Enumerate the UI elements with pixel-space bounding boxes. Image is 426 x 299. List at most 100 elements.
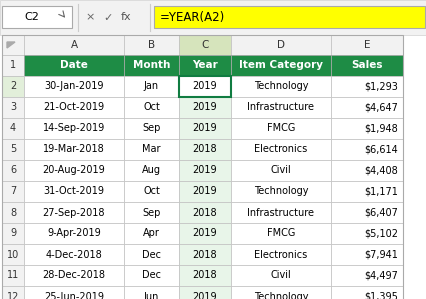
- Text: 14-Sep-2019: 14-Sep-2019: [43, 123, 105, 133]
- Text: 21-Oct-2019: 21-Oct-2019: [43, 103, 104, 112]
- Bar: [230, 35, 330, 55]
- Text: 2019: 2019: [192, 187, 217, 196]
- Text: FMCG: FMCG: [266, 123, 294, 133]
- Text: $4,497: $4,497: [363, 271, 397, 280]
- Text: 31-Oct-2019: 31-Oct-2019: [43, 187, 104, 196]
- Bar: [2, 244, 24, 265]
- Bar: [124, 286, 178, 299]
- Bar: [330, 244, 402, 265]
- Text: 9: 9: [10, 228, 16, 239]
- Bar: [2, 76, 24, 97]
- Bar: [24, 244, 124, 265]
- Text: Jun: Jun: [144, 292, 159, 299]
- Bar: [230, 97, 330, 118]
- Text: 5: 5: [10, 144, 16, 155]
- Bar: [24, 181, 124, 202]
- Text: Year: Year: [192, 60, 217, 71]
- Text: E: E: [363, 40, 369, 50]
- Bar: [230, 223, 330, 244]
- Bar: [330, 160, 402, 181]
- Text: B: B: [147, 40, 155, 50]
- Bar: [24, 55, 124, 76]
- Text: Apr: Apr: [143, 228, 160, 239]
- Text: D: D: [276, 40, 284, 50]
- Text: 2019: 2019: [192, 292, 217, 299]
- Bar: [230, 160, 330, 181]
- Bar: [124, 265, 178, 286]
- Polygon shape: [7, 42, 15, 48]
- Bar: [178, 265, 230, 286]
- Bar: [24, 97, 124, 118]
- Text: 2018: 2018: [192, 249, 217, 260]
- Text: 7: 7: [10, 187, 16, 196]
- Text: 2019: 2019: [192, 103, 217, 112]
- Text: =YEAR(A2): =YEAR(A2): [160, 10, 225, 24]
- Bar: [230, 265, 330, 286]
- Bar: [330, 35, 402, 55]
- Bar: [178, 76, 230, 97]
- Bar: [178, 286, 230, 299]
- Bar: [2, 286, 24, 299]
- Bar: [330, 265, 402, 286]
- Bar: [178, 139, 230, 160]
- Bar: [24, 286, 124, 299]
- Bar: [2, 6, 72, 28]
- Bar: [24, 35, 124, 55]
- Bar: [24, 223, 124, 244]
- Bar: [24, 139, 124, 160]
- Text: Jan: Jan: [144, 82, 159, 91]
- Bar: [330, 223, 402, 244]
- Bar: [24, 160, 124, 181]
- Text: $4,647: $4,647: [363, 103, 397, 112]
- Bar: [178, 202, 230, 223]
- Text: A: A: [70, 40, 78, 50]
- Bar: [330, 181, 402, 202]
- Text: Mar: Mar: [142, 144, 160, 155]
- Bar: [2, 160, 24, 181]
- Bar: [2, 202, 24, 223]
- Bar: [230, 76, 330, 97]
- Text: 25-Jun-2019: 25-Jun-2019: [44, 292, 104, 299]
- Text: 2: 2: [10, 82, 16, 91]
- Text: $1,948: $1,948: [363, 123, 397, 133]
- Bar: [124, 202, 178, 223]
- Bar: [154, 6, 424, 28]
- Text: 3: 3: [10, 103, 16, 112]
- Bar: [230, 244, 330, 265]
- Text: 1: 1: [10, 60, 16, 71]
- Bar: [24, 202, 124, 223]
- Text: Dec: Dec: [142, 249, 161, 260]
- Text: Technology: Technology: [253, 187, 308, 196]
- Text: 4: 4: [10, 123, 16, 133]
- Bar: [124, 76, 178, 97]
- Text: 30-Jan-2019: 30-Jan-2019: [44, 82, 104, 91]
- Bar: [230, 202, 330, 223]
- Text: 12: 12: [7, 292, 19, 299]
- Bar: [330, 97, 402, 118]
- Text: Month: Month: [132, 60, 170, 71]
- Bar: [178, 97, 230, 118]
- Text: Electronics: Electronics: [254, 249, 307, 260]
- Text: $6,614: $6,614: [363, 144, 397, 155]
- Text: 2019: 2019: [192, 228, 217, 239]
- Bar: [24, 76, 124, 97]
- Text: $1,171: $1,171: [363, 187, 397, 196]
- Text: ✓: ✓: [103, 13, 112, 22]
- Bar: [330, 76, 402, 97]
- Bar: [24, 265, 124, 286]
- Text: Electronics: Electronics: [254, 144, 307, 155]
- Text: 2018: 2018: [192, 144, 217, 155]
- Text: fx: fx: [121, 13, 131, 22]
- Bar: [178, 55, 230, 76]
- Text: Item Category: Item Category: [239, 60, 322, 71]
- Bar: [124, 55, 178, 76]
- Bar: [230, 286, 330, 299]
- Text: 19-Mar-2018: 19-Mar-2018: [43, 144, 105, 155]
- Bar: [330, 286, 402, 299]
- Text: 2018: 2018: [192, 208, 217, 217]
- Bar: [178, 160, 230, 181]
- Bar: [330, 118, 402, 139]
- Bar: [24, 118, 124, 139]
- Bar: [178, 181, 230, 202]
- Text: Oct: Oct: [143, 103, 160, 112]
